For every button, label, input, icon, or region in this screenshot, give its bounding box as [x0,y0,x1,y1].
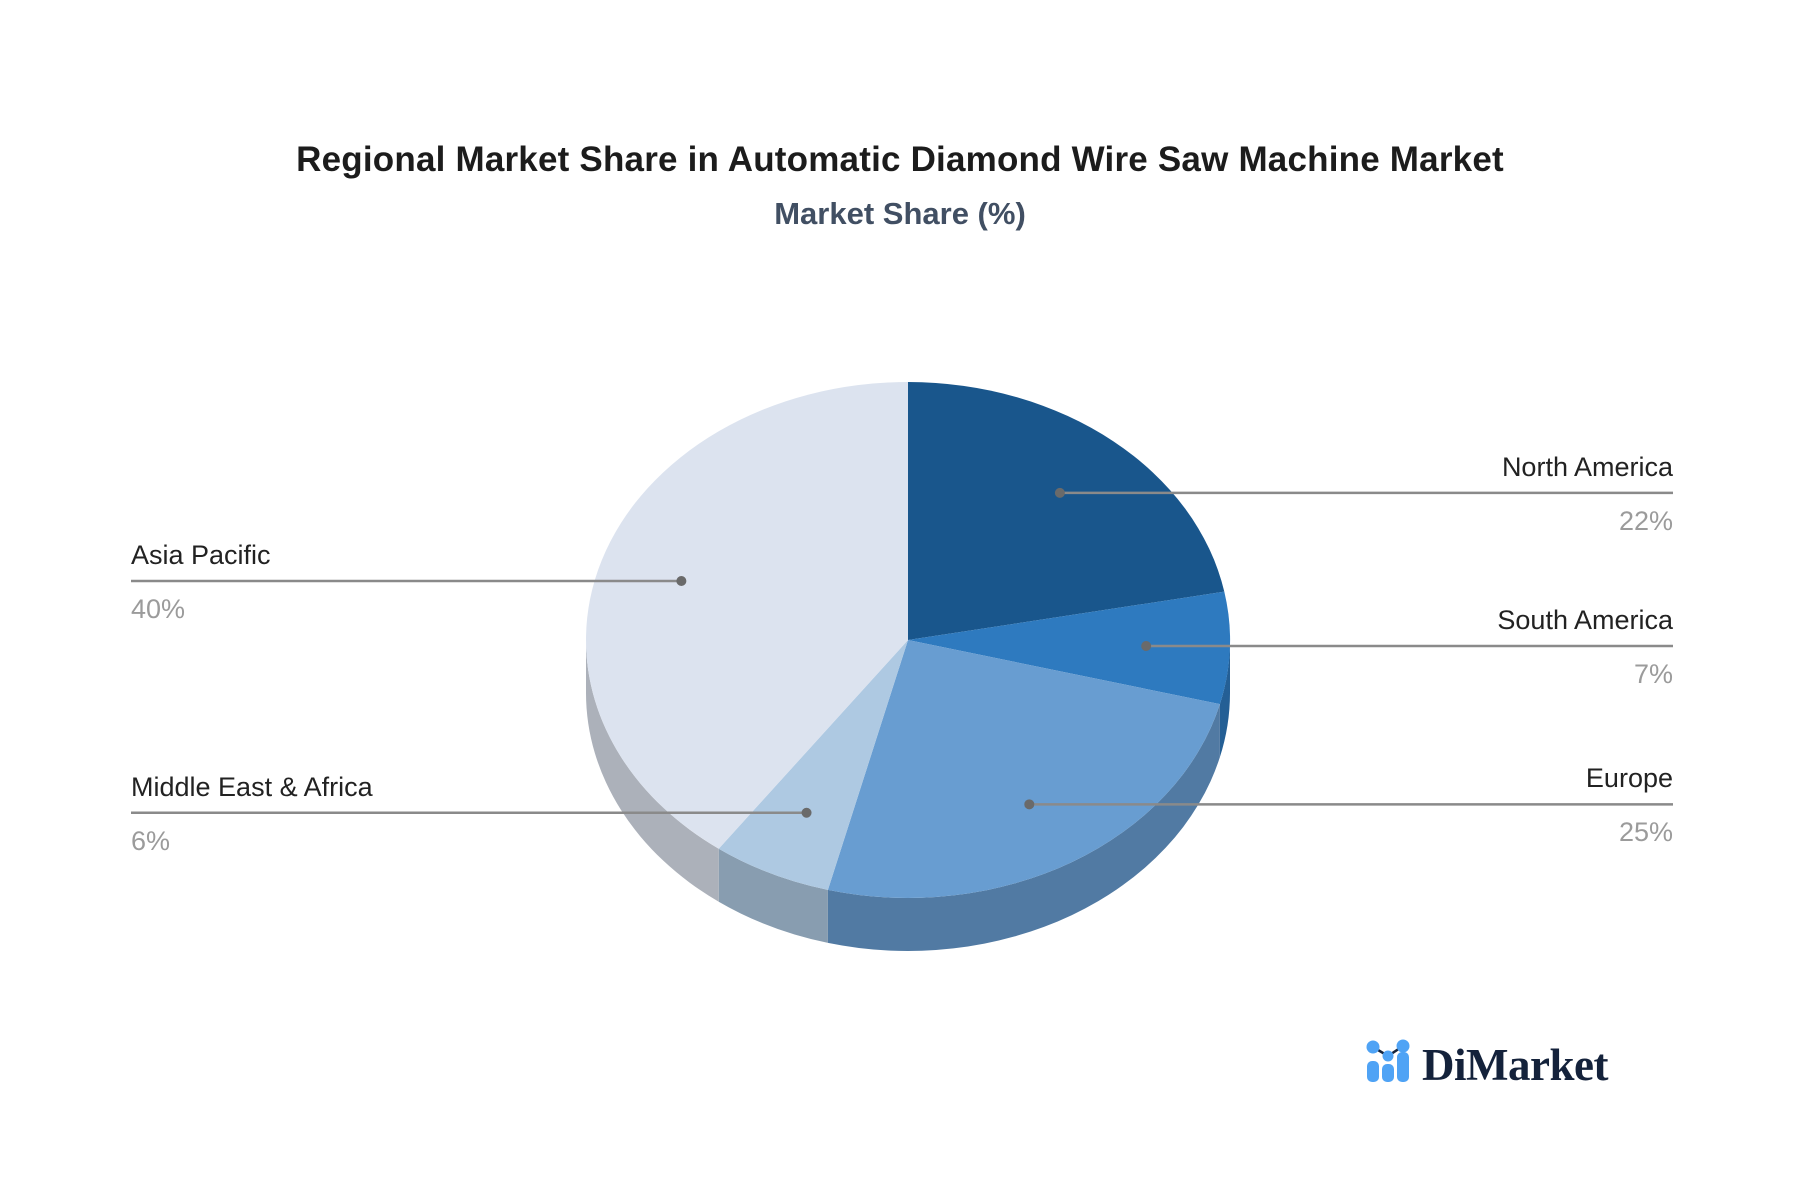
pie-slice-side-asia-pacific [586,640,719,902]
callout-dot-south-america [1141,640,1152,651]
pie-slice-europe [827,640,1220,898]
pie-label-name: Middle East & Africa [131,772,373,802]
pie-slice-north-america [908,382,1225,640]
callout-dot-middle-east-africa [801,807,812,818]
callout-dot-europe [1024,799,1035,810]
dimarket-logo: DiMarket [1363,1034,1608,1089]
pie-label-south-america: South America 7% [1497,603,1673,691]
pie-slice-side-middle-east-africa [718,848,828,943]
pie-label-asia-pacific: Asia Pacific 40% [131,538,271,626]
pie-label-value: 25% [1618,817,1673,847]
pie-slice-side-europe [827,704,1220,951]
pie-label-name: South America [1497,605,1673,635]
pie-label-value: 22% [1618,506,1673,536]
pie-slice-side-south-america [1219,640,1230,758]
pie-slice-asia-pacific [586,382,908,849]
pie-label-value: 6% [131,826,171,856]
pie-label-value: 40% [131,594,186,624]
bar-chart-trend-icon [1366,1039,1410,1082]
callout-dot-north-america [1054,487,1065,498]
pie-label-name: Europe [1585,763,1673,793]
pie-label-value: 7% [1633,659,1673,689]
pie-slice-middle-east-africa [718,640,908,890]
pie-slice-south-america [908,591,1230,705]
pie-label-north-america: North America 22% [1502,450,1673,538]
pie-label-europe: Europe 25% [1586,761,1673,849]
chart-title: Regional Market Share in Automatic Diamo… [296,140,1504,179]
pie-label-middle-east-africa: Middle East & Africa 6% [131,770,373,858]
pie-label-name: Asia Pacific [131,540,271,570]
chart-subtitle: Market Share (%) [774,196,1026,231]
logo-text: DiMarket [1422,1039,1608,1090]
callout-dot-asia-pacific [676,576,687,587]
pie-label-name: North America [1501,452,1673,482]
